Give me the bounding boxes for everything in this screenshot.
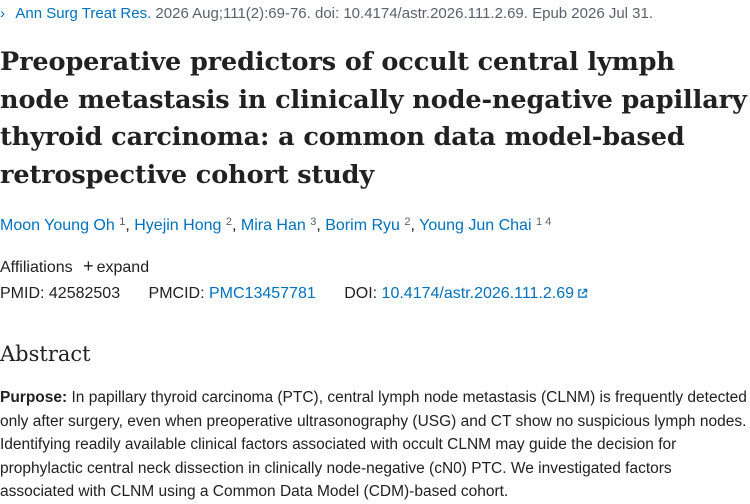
journal-link[interactable]: Ann Surg Treat Res.: [15, 5, 152, 22]
abstract-heading: Abstract: [0, 342, 91, 366]
doi-link[interactable]: 10.4174/astr.2026.111.2.69: [382, 285, 588, 302]
author-affiliation-ref[interactable]: 1 4: [535, 216, 552, 228]
article-title: Preoperative predictors of occult centra…: [0, 47, 747, 190]
identifiers-row: PMID: 42582503 PMCID: PMC13457781 DOI: 1…: [0, 285, 588, 303]
external-link-icon: [578, 288, 588, 298]
abstract-paragraph: Purpose: In papillary thyroid carcinoma …: [0, 386, 748, 504]
pmid-label: PMID:: [0, 285, 45, 302]
author-link[interactable]: Moon Young Oh: [0, 217, 115, 234]
author-affiliation-ref[interactable]: 2: [225, 216, 232, 228]
citation-details: 2026 Aug;111(2):69-76. doi: 10.4174/astr…: [155, 5, 654, 22]
author-link[interactable]: Borim Ryu: [325, 217, 400, 234]
purpose-text: In papillary thyroid carcinoma (PTC), ce…: [0, 389, 747, 500]
author-link[interactable]: Mira Han: [240, 217, 306, 234]
pmid-value: 42582503: [48, 285, 121, 302]
affiliations-label: Affiliations: [0, 259, 73, 276]
doi-value: 10.4174/astr.2026.111.2.69: [381, 285, 575, 302]
author-link[interactable]: Hyejin Hong: [134, 217, 222, 234]
author-affiliation-ref[interactable]: 2: [404, 216, 411, 228]
pmcid-label: PMCID:: [148, 285, 205, 302]
doi-label: DOI:: [344, 285, 378, 302]
expand-label: expand: [96, 259, 150, 276]
author-link[interactable]: Young Jun Chai: [419, 217, 532, 234]
author-affiliation-ref[interactable]: 3: [310, 216, 317, 228]
affiliations-expand-toggle[interactable]: + expand: [83, 256, 150, 276]
citation-line: › Ann Surg Treat Res. 2026 Aug;111(2):69…: [0, 5, 653, 22]
chevron-right-icon[interactable]: ›: [0, 5, 5, 22]
affiliations-row: Affiliations + expand: [0, 256, 149, 277]
author-list: Moon Young Oh 1, Hyejin Hong 2, Mira Han…: [0, 216, 552, 234]
pmcid-link[interactable]: PMC13457781: [209, 285, 316, 302]
plus-icon: +: [83, 256, 94, 276]
purpose-label: Purpose:: [0, 389, 68, 406]
author-affiliation-ref[interactable]: 1: [119, 216, 126, 228]
